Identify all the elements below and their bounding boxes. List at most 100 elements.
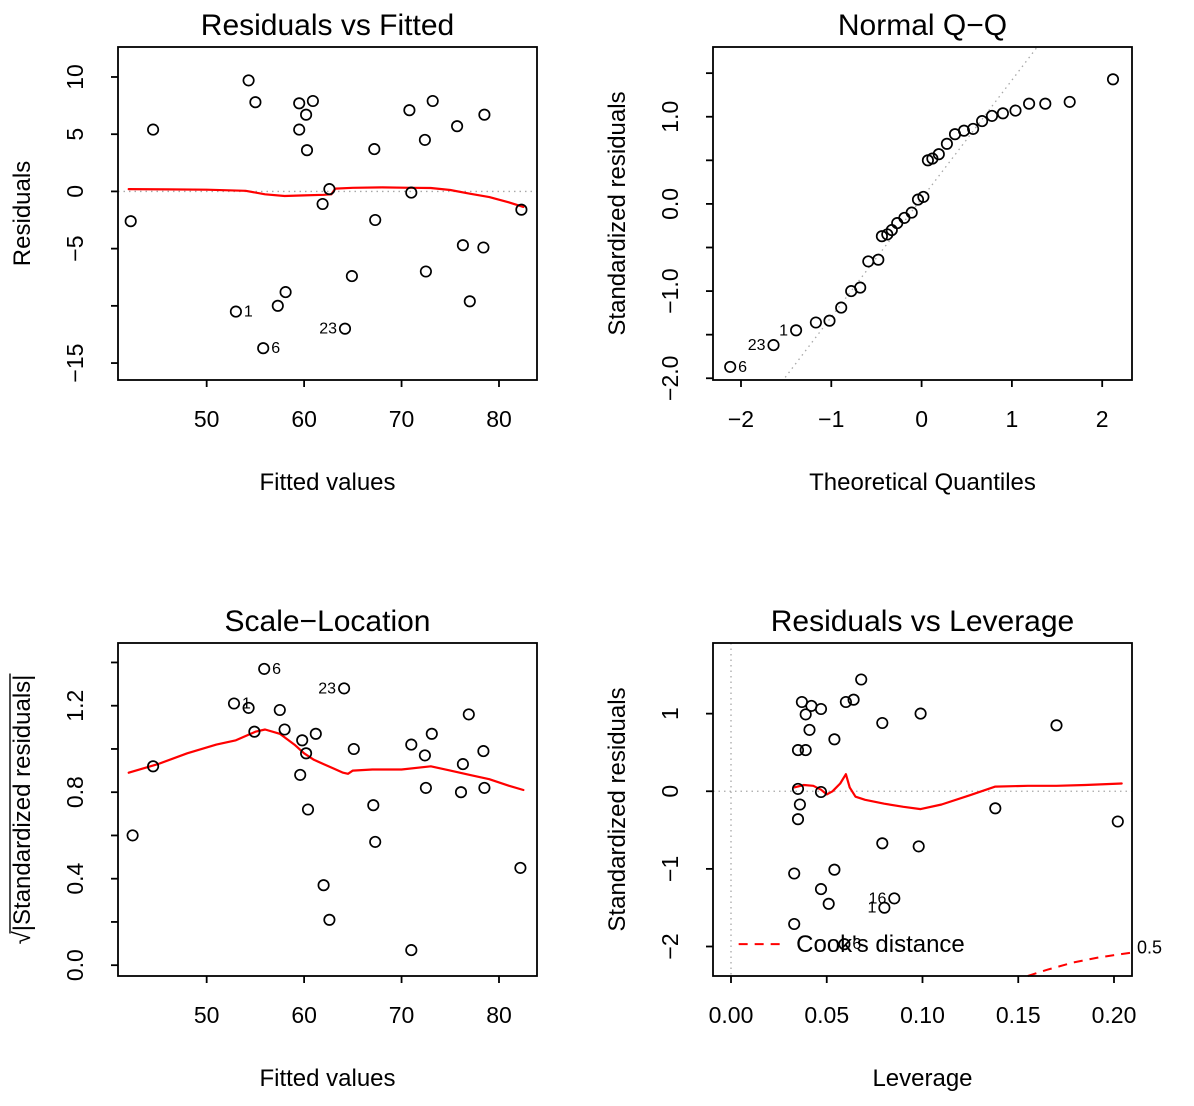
data-point <box>967 122 980 135</box>
data-point <box>847 693 860 706</box>
data-point <box>367 799 380 812</box>
data-point <box>316 197 329 211</box>
y-axis-tick-label-text: 0.4 <box>62 863 88 895</box>
y-axis-title: Standardized residuals <box>604 687 631 931</box>
data-point <box>996 107 1009 120</box>
point-id-label-6: 6 <box>271 340 280 357</box>
data-point <box>989 802 1002 815</box>
x-axis-tick-label: 70 <box>389 1002 415 1028</box>
data-point-obs-16 <box>888 892 901 905</box>
data-point <box>875 230 888 243</box>
point-id-label-23: 23 <box>319 321 337 338</box>
y-axis-tick-label-text: 0.8 <box>62 776 88 808</box>
y-axis-tick-label-text: 1.0 <box>657 101 683 133</box>
data-point <box>419 265 432 278</box>
data-point <box>803 723 816 736</box>
data-point <box>905 206 918 219</box>
data-point-obs-23 <box>338 682 351 695</box>
data-point-obs-6 <box>258 662 271 675</box>
data-point <box>791 813 805 826</box>
data-point <box>940 137 953 150</box>
point-id-label-6: 6 <box>272 661 281 678</box>
y-axis-tick-label: 0.0 <box>62 949 88 981</box>
x-axis-tick-label: 80 <box>486 406 512 432</box>
data-point <box>456 239 469 252</box>
data-point <box>369 213 382 227</box>
loess-smoother-line <box>793 773 1123 811</box>
data-point <box>273 703 286 717</box>
data-point <box>985 109 999 122</box>
qq-reference-line <box>784 46 1038 378</box>
data-point <box>405 186 418 199</box>
data-point <box>917 190 930 203</box>
data-point-obs-23 <box>767 339 780 352</box>
data-point <box>405 738 418 751</box>
y-axis-title: √|Standardized residuals| <box>9 673 36 945</box>
data-point <box>147 760 160 773</box>
y-axis-tick-label: −5 <box>62 236 88 262</box>
data-point <box>249 96 262 109</box>
cooks-distance-legend-label: Cook's distance <box>796 931 965 958</box>
data-point <box>854 281 867 294</box>
data-point <box>309 727 322 740</box>
y-axis-title: Residuals <box>9 161 36 266</box>
data-point <box>514 861 527 874</box>
data-point <box>791 782 805 795</box>
x-axis-tick-label: 0.15 <box>996 1002 1041 1028</box>
y-axis-title-text: Standardized residuals <box>604 687 631 931</box>
x-axis-tick-label: 1 <box>1006 406 1019 432</box>
data-point <box>300 108 313 121</box>
cooks-distance-contour <box>1027 951 1132 977</box>
y-axis-tick-label: −1.0 <box>657 268 683 313</box>
data-point <box>912 840 925 853</box>
data-point <box>809 316 822 329</box>
y-axis-tick-label: −2 <box>657 933 683 959</box>
data-point <box>306 94 319 108</box>
x-axis-tick-label: 0.00 <box>709 1002 754 1028</box>
data-point <box>799 708 812 721</box>
data-point <box>914 707 927 720</box>
data-point <box>799 744 812 757</box>
data-point <box>368 143 381 156</box>
data-point <box>822 897 835 910</box>
y-axis-tick-label-text: 0.0 <box>657 188 683 220</box>
y-axis-tick-label-text: 0 <box>657 785 683 798</box>
data-point <box>278 723 291 736</box>
data-point <box>242 701 255 714</box>
loess-smoother-line <box>127 186 525 208</box>
y-axis-tick-label-text: 0 <box>62 185 88 198</box>
data-point <box>124 215 137 228</box>
data-point <box>788 867 801 880</box>
data-point <box>1050 719 1063 732</box>
x-axis-tick-label: 0.10 <box>900 1002 945 1028</box>
x-axis-tick-label: 60 <box>291 406 317 432</box>
y-axis-title-text: Residuals <box>9 161 36 266</box>
x-axis-title: Theoretical Quantiles <box>809 469 1036 496</box>
x-axis-tick-label: 80 <box>486 1002 512 1028</box>
x-axis-tick-label: 0.20 <box>1092 1002 1137 1028</box>
data-point <box>862 255 875 268</box>
data-point-obs-6 <box>724 360 737 373</box>
x-axis-tick-label: −1 <box>818 406 844 432</box>
y-axis-tick-label-text: −2 <box>657 933 683 959</box>
y-axis-title-text: √|Standardized residuals| <box>9 675 36 945</box>
x-axis-tick-label: 60 <box>291 1002 317 1028</box>
data-point <box>317 879 330 892</box>
x-axis-tick-label: 0.05 <box>804 1002 849 1028</box>
panel-title: Normal Q−Q <box>838 9 1007 42</box>
panel-title: Residuals vs Fitted <box>201 9 454 42</box>
plot-box <box>117 46 538 381</box>
data-point <box>1039 97 1052 110</box>
data-point <box>403 104 416 117</box>
data-point <box>898 211 911 224</box>
data-point <box>1063 95 1076 108</box>
point-id-label-1: 1 <box>242 696 251 713</box>
data-point <box>301 803 315 816</box>
y-axis-tick-label: 10 <box>62 64 88 90</box>
data-point <box>323 183 336 196</box>
data-point <box>293 97 306 110</box>
y-axis-tick-label: 0 <box>657 785 683 798</box>
data-point <box>126 829 139 842</box>
data-point <box>793 798 806 811</box>
